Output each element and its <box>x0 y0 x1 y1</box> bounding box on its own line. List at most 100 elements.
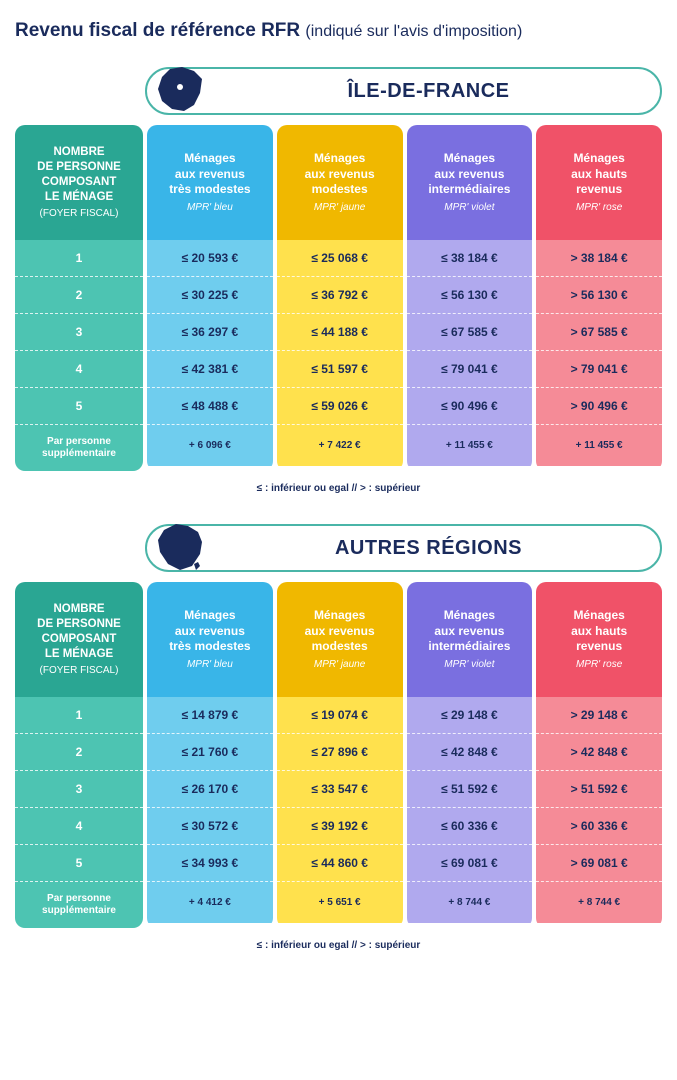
data-column-cells: ≤ 20 593 €≤ 30 225 €≤ 36 297 €≤ 42 381 €… <box>147 240 273 466</box>
data-cell: ≤ 25 068 € <box>277 240 403 276</box>
row-label-supp: Par personne supplémentaire <box>15 881 143 928</box>
first-column-cells: 12345Par personne supplémentaire <box>15 697 143 928</box>
data-cell: ≤ 42 848 € <box>407 733 533 770</box>
data-cell: > 90 496 € <box>536 387 662 424</box>
income-grid: NOMBREDE PERSONNECOMPOSANTLE MÉNAGE (FOY… <box>15 582 662 928</box>
data-cell: ≤ 19 074 € <box>277 697 403 733</box>
first-column-cells: 12345Par personne supplémentaire <box>15 240 143 471</box>
data-cell: ≤ 36 297 € <box>147 313 273 350</box>
data-cell-supp: + 7 422 € <box>277 424 403 466</box>
data-cell-supp: + 11 455 € <box>536 424 662 466</box>
data-column-head: Ménagesaux hautsrevenus MPR' rose <box>536 582 662 697</box>
data-column-cells: ≤ 25 068 €≤ 36 792 €≤ 44 188 €≤ 51 597 €… <box>277 240 403 466</box>
row-label: 4 <box>15 350 143 387</box>
data-cell-supp: + 11 455 € <box>407 424 533 466</box>
data-cell: ≤ 30 572 € <box>147 807 273 844</box>
data-cell-supp: + 6 096 € <box>147 424 273 466</box>
legend-text: ≤ : inférieur ou egal // > : supérieur <box>15 940 662 951</box>
data-cell: ≤ 36 792 € <box>277 276 403 313</box>
row-label: 1 <box>15 240 143 276</box>
data-cell: ≤ 60 336 € <box>407 807 533 844</box>
data-cell: ≤ 21 760 € <box>147 733 273 770</box>
data-cell: > 38 184 € <box>536 240 662 276</box>
data-cell: ≤ 27 896 € <box>277 733 403 770</box>
data-cell: > 51 592 € <box>536 770 662 807</box>
map-idf-icon <box>150 59 210 119</box>
data-column: Ménagesaux hautsrevenus MPR' rose > 29 1… <box>536 582 662 928</box>
row-label: 4 <box>15 807 143 844</box>
first-column-head: NOMBREDE PERSONNECOMPOSANTLE MÉNAGE (FOY… <box>15 582 143 697</box>
row-label: 5 <box>15 844 143 881</box>
data-cell: ≤ 51 597 € <box>277 350 403 387</box>
data-column: Ménagesaux revenusintermédiaires MPR' vi… <box>407 582 533 928</box>
data-column-head: Ménagesaux revenustrès modestes MPR' ble… <box>147 125 273 240</box>
income-grid: NOMBREDE PERSONNECOMPOSANTLE MÉNAGE (FOY… <box>15 125 662 471</box>
first-column-head: NOMBREDE PERSONNECOMPOSANTLE MÉNAGE (FOY… <box>15 125 143 240</box>
first-column: NOMBREDE PERSONNECOMPOSANTLE MÉNAGE (FOY… <box>15 582 143 928</box>
data-column: Ménagesaux revenusintermédiaires MPR' vi… <box>407 125 533 471</box>
row-label: 2 <box>15 733 143 770</box>
data-column-cells: ≤ 14 879 €≤ 21 760 €≤ 26 170 €≤ 30 572 €… <box>147 697 273 923</box>
data-cell: > 79 041 € <box>536 350 662 387</box>
row-label: 1 <box>15 697 143 733</box>
data-cell: ≤ 38 184 € <box>407 240 533 276</box>
row-label-supp: Par personne supplémentaire <box>15 424 143 471</box>
data-column-cells: > 38 184 €> 56 130 €> 67 585 €> 79 041 €… <box>536 240 662 466</box>
data-cell: > 56 130 € <box>536 276 662 313</box>
data-column-head: Ménagesaux revenusintermédiaires MPR' vi… <box>407 125 533 240</box>
data-cell: ≤ 44 188 € <box>277 313 403 350</box>
data-column: Ménagesaux revenustrès modestes MPR' ble… <box>147 582 273 928</box>
data-cell: ≤ 42 381 € <box>147 350 273 387</box>
row-label: 5 <box>15 387 143 424</box>
data-column-head: Ménagesaux hautsrevenus MPR' rose <box>536 125 662 240</box>
data-cell: ≤ 67 585 € <box>407 313 533 350</box>
data-column-head: Ménagesaux revenusmodestes MPR' jaune <box>277 125 403 240</box>
data-cell: > 67 585 € <box>536 313 662 350</box>
data-column: Ménagesaux revenusmodestes MPR' jaune ≤ … <box>277 582 403 928</box>
data-column: Ménagesaux hautsrevenus MPR' rose > 38 1… <box>536 125 662 471</box>
data-cell: ≤ 79 041 € <box>407 350 533 387</box>
data-cell: ≤ 26 170 € <box>147 770 273 807</box>
data-cell: ≤ 39 192 € <box>277 807 403 844</box>
title-sub: (indiqué sur l'avis d'imposition) <box>305 23 522 40</box>
data-cell: > 42 848 € <box>536 733 662 770</box>
region-header: AUTRES RÉGIONS <box>145 524 662 572</box>
data-column-head: Ménagesaux revenusintermédiaires MPR' vi… <box>407 582 533 697</box>
data-column-cells: ≤ 19 074 €≤ 27 896 €≤ 33 547 €≤ 39 192 €… <box>277 697 403 923</box>
data-cell: > 60 336 € <box>536 807 662 844</box>
data-column: Ménagesaux revenusmodestes MPR' jaune ≤ … <box>277 125 403 471</box>
data-cell: ≤ 14 879 € <box>147 697 273 733</box>
data-cell: ≤ 59 026 € <box>277 387 403 424</box>
data-column-head: Ménagesaux revenustrès modestes MPR' ble… <box>147 582 273 697</box>
data-cell: ≤ 29 148 € <box>407 697 533 733</box>
row-label: 2 <box>15 276 143 313</box>
data-cell-supp: + 8 744 € <box>407 881 533 923</box>
data-cell-supp: + 5 651 € <box>277 881 403 923</box>
data-column-cells: ≤ 38 184 €≤ 56 130 €≤ 67 585 €≤ 79 041 €… <box>407 240 533 466</box>
page-title: Revenu fiscal de référence RFR (indiqué … <box>15 20 662 42</box>
title-main: Revenu fiscal de référence RFR <box>15 20 300 41</box>
data-cell: ≤ 69 081 € <box>407 844 533 881</box>
region-block: AUTRES RÉGIONS NOMBREDE PERSONNECOMPOSAN… <box>15 524 662 951</box>
data-cell: ≤ 48 488 € <box>147 387 273 424</box>
map-france-icon <box>150 516 210 576</box>
data-cell: > 69 081 € <box>536 844 662 881</box>
data-cell: > 29 148 € <box>536 697 662 733</box>
data-column-cells: ≤ 29 148 €≤ 42 848 €≤ 51 592 €≤ 60 336 €… <box>407 697 533 923</box>
first-column: NOMBREDE PERSONNECOMPOSANTLE MÉNAGE (FOY… <box>15 125 143 471</box>
data-cell-supp: + 4 412 € <box>147 881 273 923</box>
data-cell: ≤ 34 993 € <box>147 844 273 881</box>
row-label: 3 <box>15 770 143 807</box>
region-title: ÎLE-DE-FRANCE <box>217 80 640 103</box>
legend-text: ≤ : inférieur ou egal // > : supérieur <box>15 483 662 494</box>
row-label: 3 <box>15 313 143 350</box>
region-header: ÎLE-DE-FRANCE <box>145 67 662 115</box>
data-cell: ≤ 90 496 € <box>407 387 533 424</box>
data-cell: ≤ 30 225 € <box>147 276 273 313</box>
data-cell: ≤ 51 592 € <box>407 770 533 807</box>
data-cell: ≤ 56 130 € <box>407 276 533 313</box>
data-cell: ≤ 20 593 € <box>147 240 273 276</box>
data-column-cells: > 29 148 €> 42 848 €> 51 592 €> 60 336 €… <box>536 697 662 923</box>
data-cell-supp: + 8 744 € <box>536 881 662 923</box>
data-column-head: Ménagesaux revenusmodestes MPR' jaune <box>277 582 403 697</box>
